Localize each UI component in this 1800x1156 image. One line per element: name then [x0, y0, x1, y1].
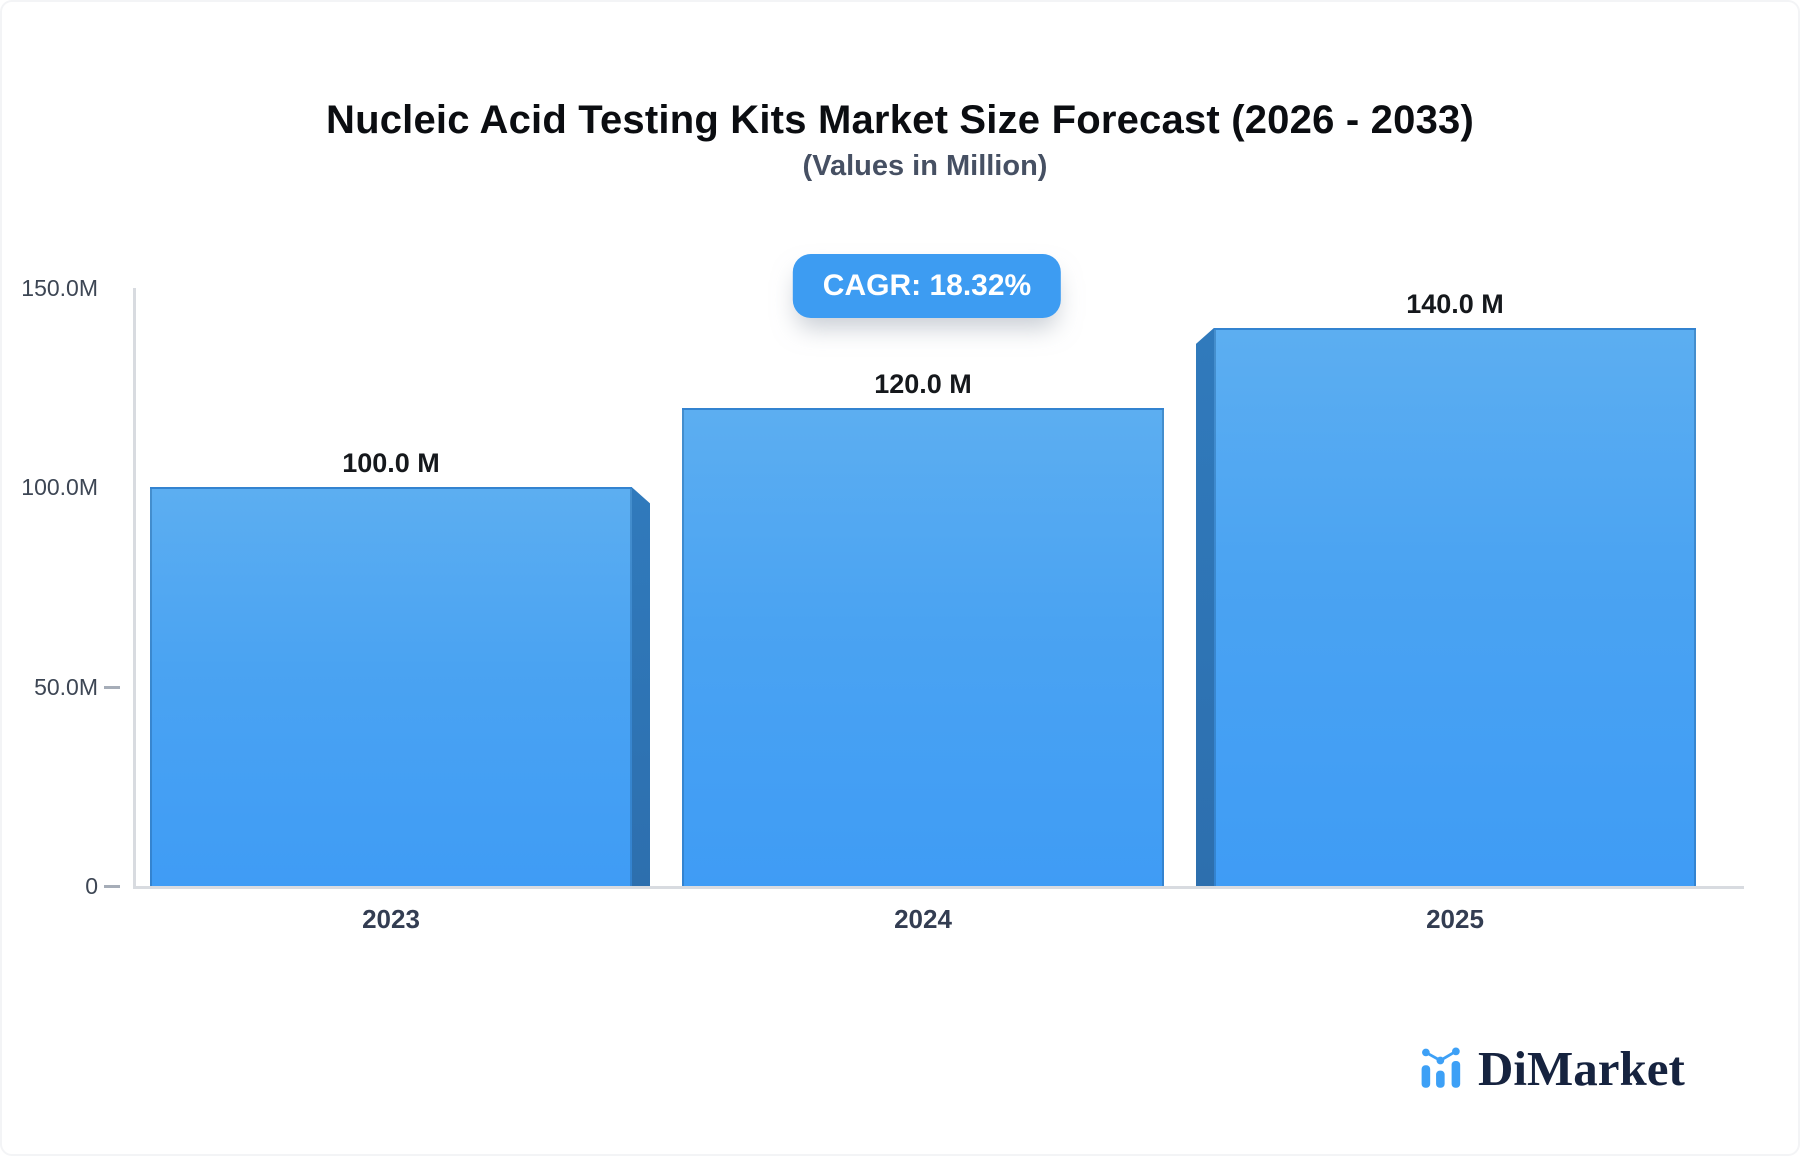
brand-logo: DiMarket: [1420, 1044, 1685, 1093]
brand-name: DiMarket: [1478, 1041, 1685, 1096]
bar-2025[interactable]: [1214, 327, 1696, 886]
bar-value-label-2024: 120.0 M: [874, 368, 972, 399]
y-axis-tick-label: 0: [85, 873, 98, 899]
bar-2023[interactable]: [150, 487, 632, 886]
x-axis-label-2024: 2024: [894, 904, 952, 934]
cagr-badge: CAGR: 18.32%: [792, 254, 1062, 318]
y-axis-tick-label: 150.0M: [21, 275, 98, 301]
x-axis-line: [133, 886, 1744, 889]
y-axis-tick-label: 100.0M: [21, 474, 98, 501]
bar-2023-side-3d: [632, 487, 650, 886]
bar-chart-logo-icon: [1421, 1047, 1461, 1088]
y-axis-tick-label: 50.0M: [34, 673, 98, 700]
chart-title: Nucleic Acid Testing Kits Market Size Fo…: [326, 98, 1474, 142]
x-axis-label-2025: 2025: [1426, 904, 1484, 934]
y-axis-line: [133, 288, 136, 889]
x-axis-label-2023: 2023: [362, 904, 420, 934]
bar-value-label-2025: 140.0 M: [1406, 288, 1504, 319]
chart-subtitle: (Values in Million): [802, 150, 1048, 182]
bar-2024[interactable]: [682, 407, 1164, 886]
bar-value-label-2023: 100.0 M: [342, 448, 440, 479]
y-axis-tick-mark: [104, 685, 120, 689]
bar-2025-side-3d: [1196, 327, 1214, 886]
y-axis-tick-mark: [104, 885, 120, 888]
